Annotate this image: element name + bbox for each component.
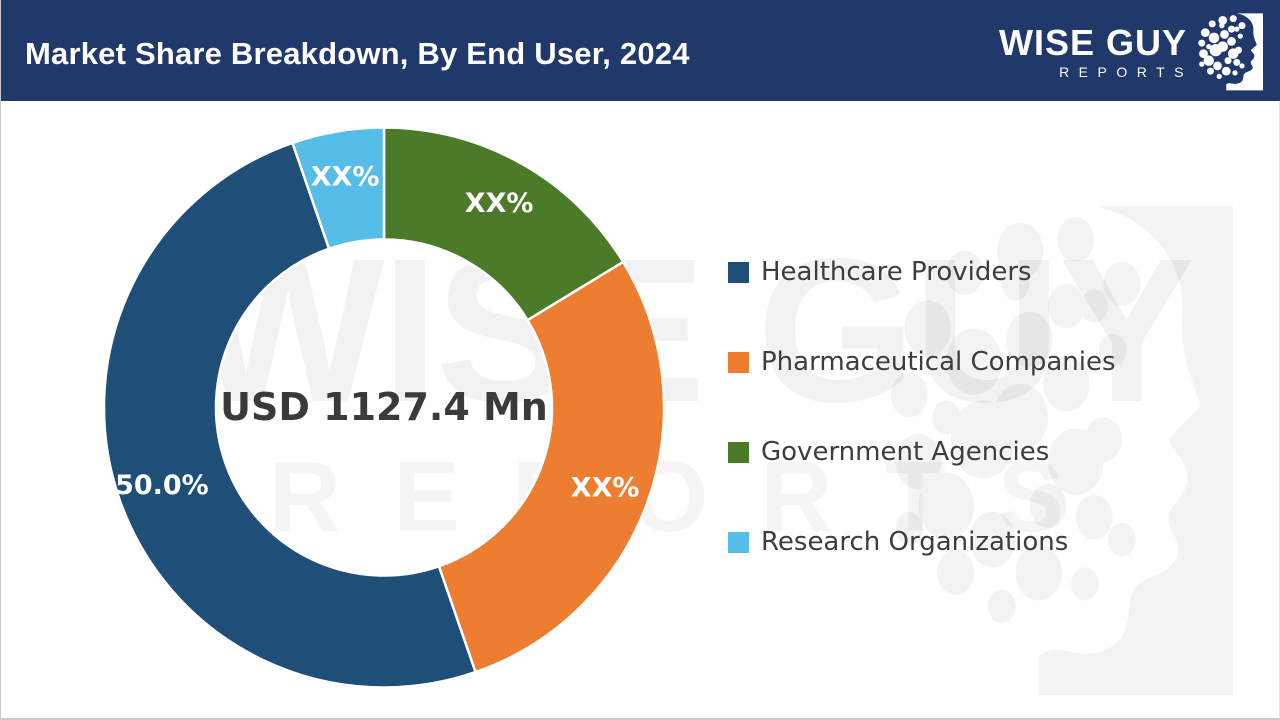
segment-pharmaceutical-companies <box>437 260 666 674</box>
segment-healthcare-providers <box>102 141 478 689</box>
legend-swatch-icon <box>728 261 749 283</box>
legend-item-research-organizations: Research Organizations <box>728 527 1116 557</box>
segment-label-research-organizations: XX% <box>311 161 380 192</box>
legend-item-healthcare-providers: Healthcare Providers <box>728 257 1116 287</box>
legend-swatch-icon <box>728 531 749 553</box>
chart-legend: Healthcare Providers Pharmaceutical Compa… <box>728 257 1116 557</box>
page-title: Market Share Breakdown, By End User, 202… <box>25 36 690 71</box>
donut-chart: XX% XX% 50.0% XX% USD 1127.4 Mn <box>84 107 684 707</box>
logo-reports-label: REPORTS <box>1059 63 1193 80</box>
wise-guy-reports-logo: WISE GUY REPORTS <box>999 6 1263 96</box>
legend-swatch-icon <box>728 441 749 463</box>
legend-label: Healthcare Providers <box>761 257 1032 287</box>
legend-item-pharmaceutical-companies: Pharmaceutical Companies <box>728 347 1116 377</box>
chart-center-value: USD 1127.4 Mn <box>220 385 548 429</box>
header-bar: Market Share Breakdown, By End User, 202… <box>1 0 1280 101</box>
segment-government-agencies <box>382 126 625 322</box>
legend-label: Government Agencies <box>761 437 1050 467</box>
legend-item-government-agencies: Government Agencies <box>728 437 1116 467</box>
legend-swatch-icon <box>728 351 749 373</box>
segment-label-healthcare-providers: 50.0% <box>115 470 209 501</box>
logo-wiseguy-label: WISE GUY <box>998 21 1187 63</box>
logo-face-icon <box>1198 13 1263 91</box>
segment-label-pharmaceutical-companies: XX% <box>571 473 640 504</box>
legend-label: Research Organizations <box>761 527 1069 557</box>
logo-text: WISE GUY REPORTS <box>998 21 1187 80</box>
segment-label-government-agencies: XX% <box>465 188 534 219</box>
segment-research-organizations <box>290 126 386 251</box>
legend-label: Pharmaceutical Companies <box>761 347 1116 377</box>
